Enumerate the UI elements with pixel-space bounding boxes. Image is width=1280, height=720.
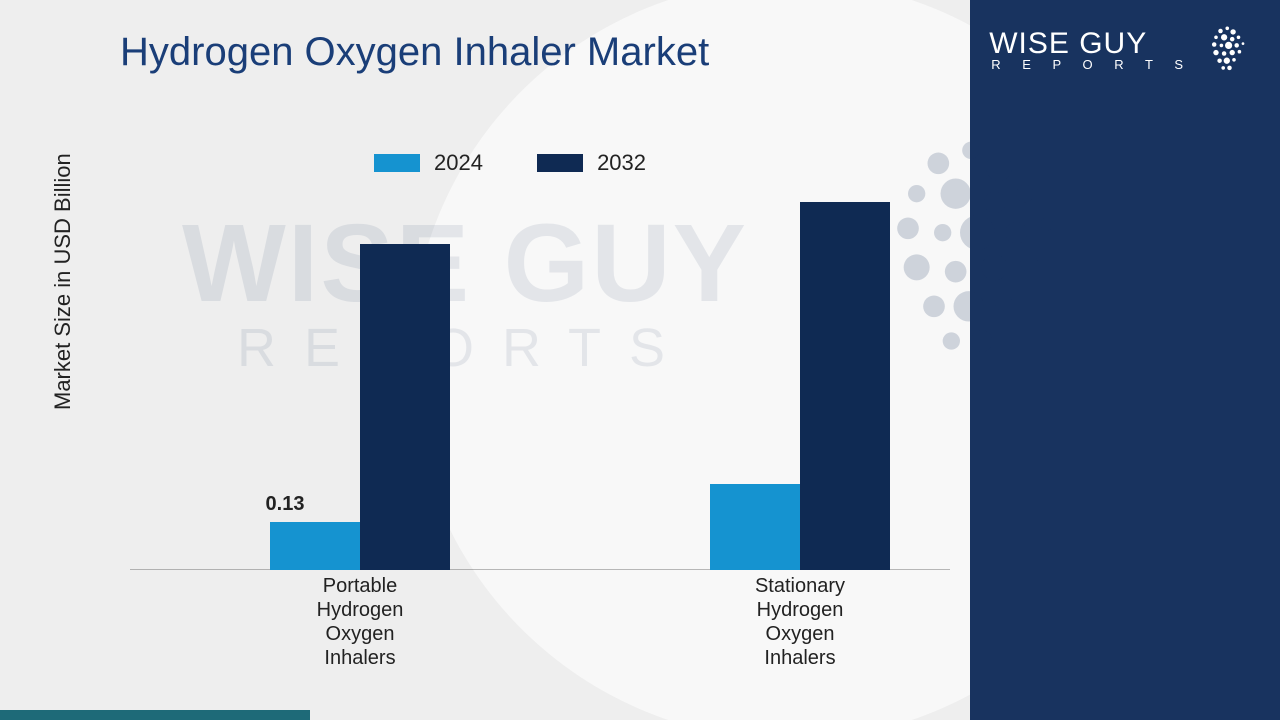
y-axis-label: Market Size in USD Billion bbox=[50, 153, 76, 410]
value-label-portable-2024: 0.13 bbox=[240, 493, 330, 516]
legend-label-2032: 2032 bbox=[597, 150, 646, 176]
brand-logo: WISE GUY R E P O R T S bbox=[989, 22, 1252, 76]
brand-head-icon bbox=[1198, 22, 1252, 76]
brand-sub-text: R E P O R T S bbox=[989, 57, 1192, 72]
stage: WISE GUY REPORTS Hydrogen Oxygen Inhaler… bbox=[0, 0, 1280, 720]
legend-item-2032: 2032 bbox=[537, 150, 646, 176]
legend-swatch-2024 bbox=[374, 154, 420, 172]
chart: Market Size in USD Billion 2024 2032 0.1… bbox=[60, 150, 960, 670]
category-label-stationary: Stationary Hydrogen Oxygen Inhalers bbox=[710, 574, 890, 670]
bar-2024-portable bbox=[270, 522, 360, 570]
legend: 2024 2032 bbox=[60, 150, 960, 178]
legend-item-2024: 2024 bbox=[374, 150, 483, 176]
brand-main-text: WISE GUY bbox=[989, 27, 1192, 61]
bar-2032-stationary bbox=[800, 202, 890, 570]
bar-2032-portable bbox=[360, 244, 450, 570]
bar-2024-stationary bbox=[710, 484, 800, 570]
bar-group-portable: 0.13 bbox=[270, 200, 450, 570]
legend-swatch-2032 bbox=[537, 154, 583, 172]
plot-area: 0.13 bbox=[130, 200, 950, 570]
legend-label-2024: 2024 bbox=[434, 150, 483, 176]
chart-title: Hydrogen Oxygen Inhaler Market bbox=[120, 30, 709, 75]
bar-group-stationary bbox=[710, 200, 890, 570]
bottom-strip bbox=[0, 710, 310, 720]
category-label-portable: Portable Hydrogen Oxygen Inhalers bbox=[270, 574, 450, 670]
